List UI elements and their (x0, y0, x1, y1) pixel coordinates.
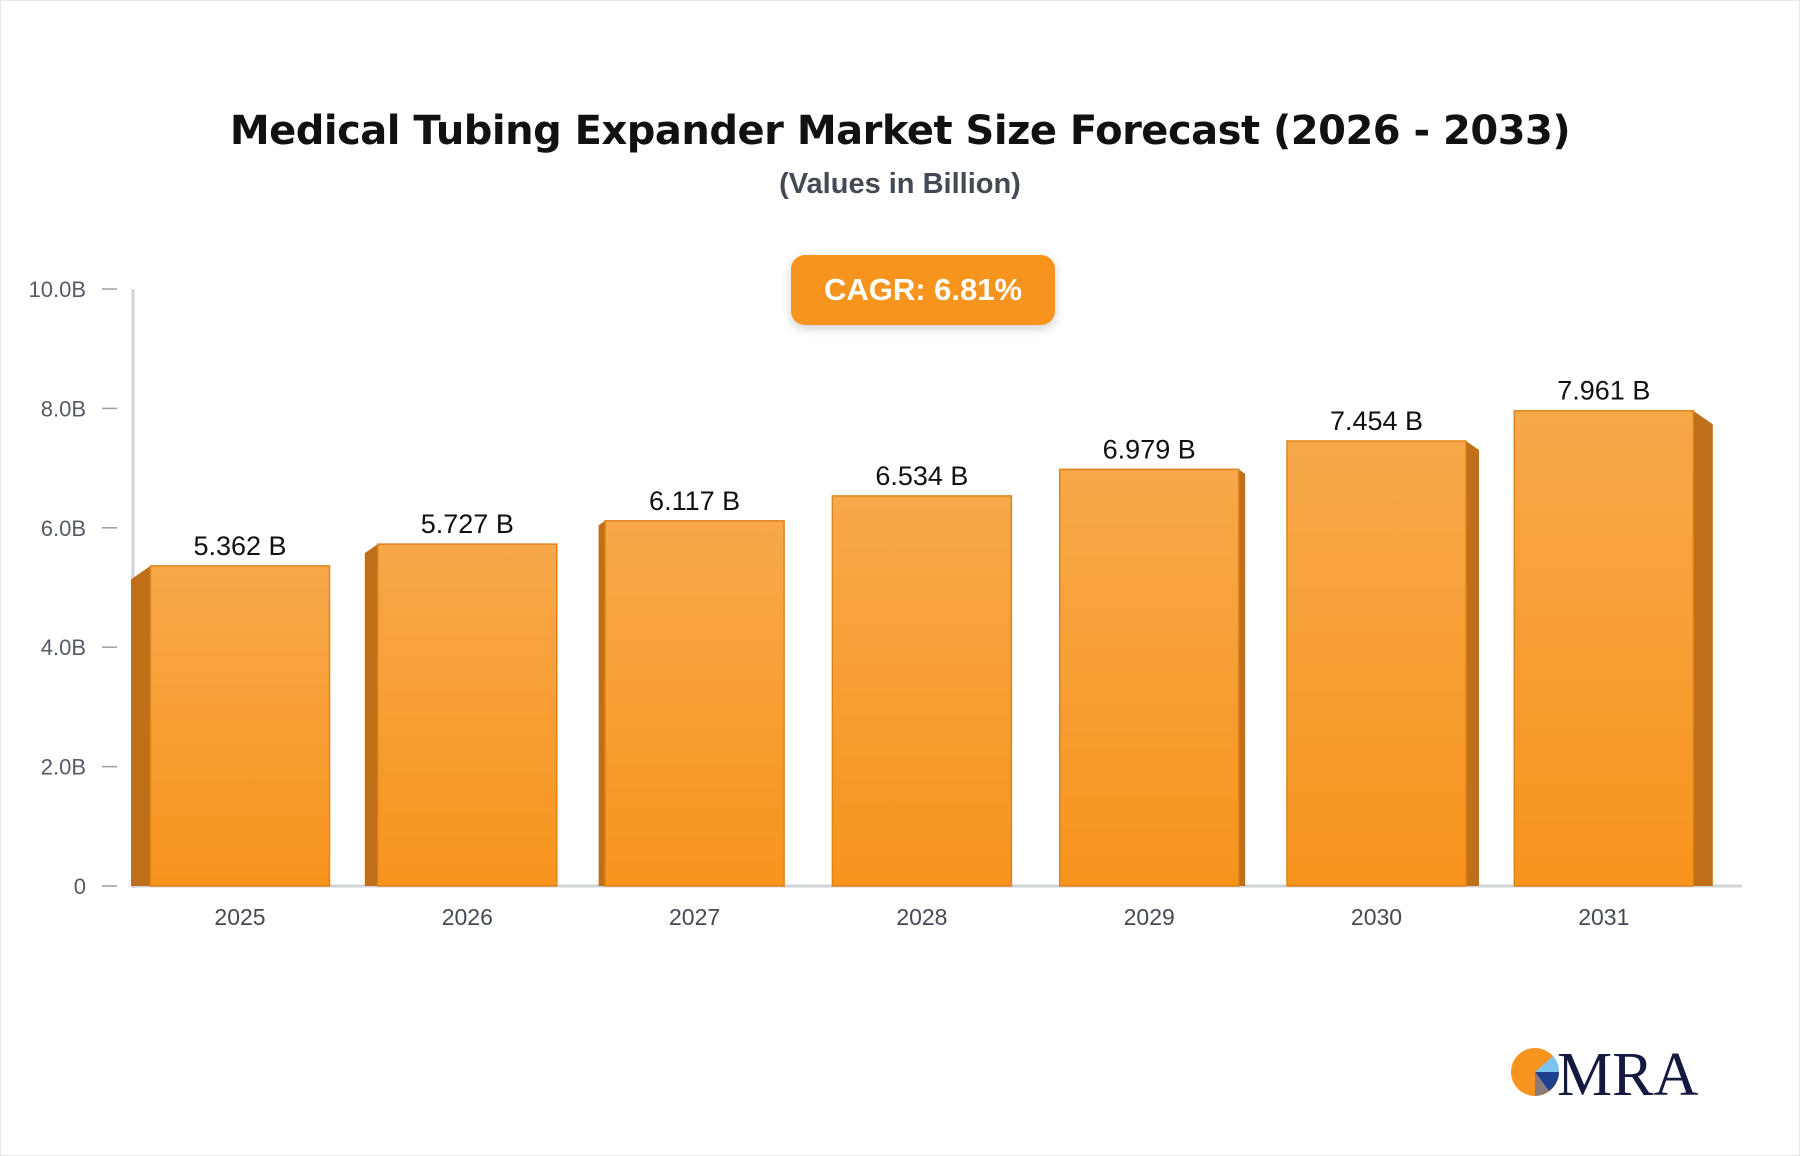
cagr-badge: CAGR: 6.81% (791, 255, 1055, 325)
bar-side (1238, 469, 1246, 886)
mra-logo: MRA (1511, 1041, 1698, 1100)
bar-group: 5.727 B 2026 (364, 509, 558, 930)
data-label: 6.117 B (649, 486, 740, 516)
x-tick-label: 2030 (1351, 904, 1402, 930)
x-tick-label: 2028 (896, 904, 947, 930)
y-tick-label: 0 (74, 874, 86, 899)
bar (1286, 440, 1467, 887)
bar-group: 6.117 B 2027 (598, 486, 785, 930)
y-tick-label: 6.0B (41, 516, 86, 541)
y-tick-label: 2.0B (41, 755, 86, 780)
bar-side (598, 520, 606, 886)
x-tick-label: 2027 (669, 904, 720, 930)
y-tick-label: 4.0B (41, 635, 86, 660)
bar-group: 7.454 B 2030 (1286, 406, 1479, 930)
chart-title: Medical Tubing Expander Market Size Fore… (229, 108, 1571, 154)
bar (831, 495, 1013, 887)
data-label: 5.362 B (193, 531, 286, 561)
bar-side (1693, 410, 1713, 886)
data-label: 5.727 B (421, 509, 514, 539)
y-tick-label: 10.0B (29, 277, 87, 302)
bar-side (364, 544, 378, 886)
logo-text: MRA (1557, 1041, 1698, 1100)
bar-group: 6.534 B 2028 (831, 461, 1013, 930)
bar (377, 543, 558, 887)
data-label: 6.979 B (1103, 434, 1196, 464)
bar (604, 520, 785, 887)
bar-side (131, 565, 151, 886)
x-tick-label: 2025 (214, 904, 265, 930)
bar-group: 6.979 B 2029 (1058, 434, 1246, 930)
bar (149, 565, 331, 887)
y-tick-label: 8.0B (41, 396, 86, 421)
bar (1058, 468, 1240, 887)
data-label: 7.454 B (1330, 406, 1423, 436)
x-tick-label: 2031 (1578, 904, 1629, 930)
data-label: 7.961 B (1557, 376, 1650, 406)
bar (1513, 409, 1695, 887)
bar-group: 5.362 B 2025 (131, 531, 331, 930)
bar-side (1466, 440, 1479, 886)
chart-subtitle: (Values in Billion) (779, 168, 1021, 200)
bar-group: 7.961 B 2031 (1513, 376, 1713, 930)
data-label: 6.534 B (875, 461, 968, 491)
x-tick-label: 2026 (442, 904, 493, 930)
x-tick-label: 2029 (1124, 904, 1175, 930)
